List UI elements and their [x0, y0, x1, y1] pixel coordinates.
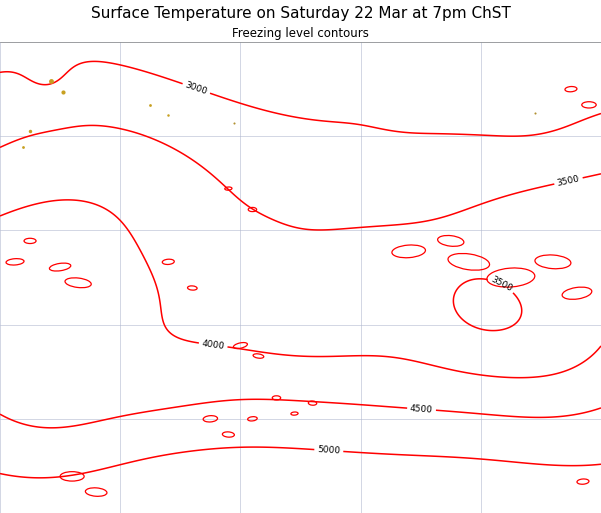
- Text: 4000: 4000: [201, 339, 225, 351]
- Text: 5000: 5000: [317, 445, 341, 456]
- Text: 4500: 4500: [410, 404, 433, 415]
- Text: 3500: 3500: [557, 174, 581, 188]
- Text: 3000: 3000: [184, 81, 209, 96]
- Text: Freezing level contours: Freezing level contours: [232, 27, 369, 40]
- Text: Surface Temperature on Saturday 22 Mar at 7pm ChST: Surface Temperature on Saturday 22 Mar a…: [91, 6, 510, 21]
- Text: 3500: 3500: [489, 275, 514, 293]
